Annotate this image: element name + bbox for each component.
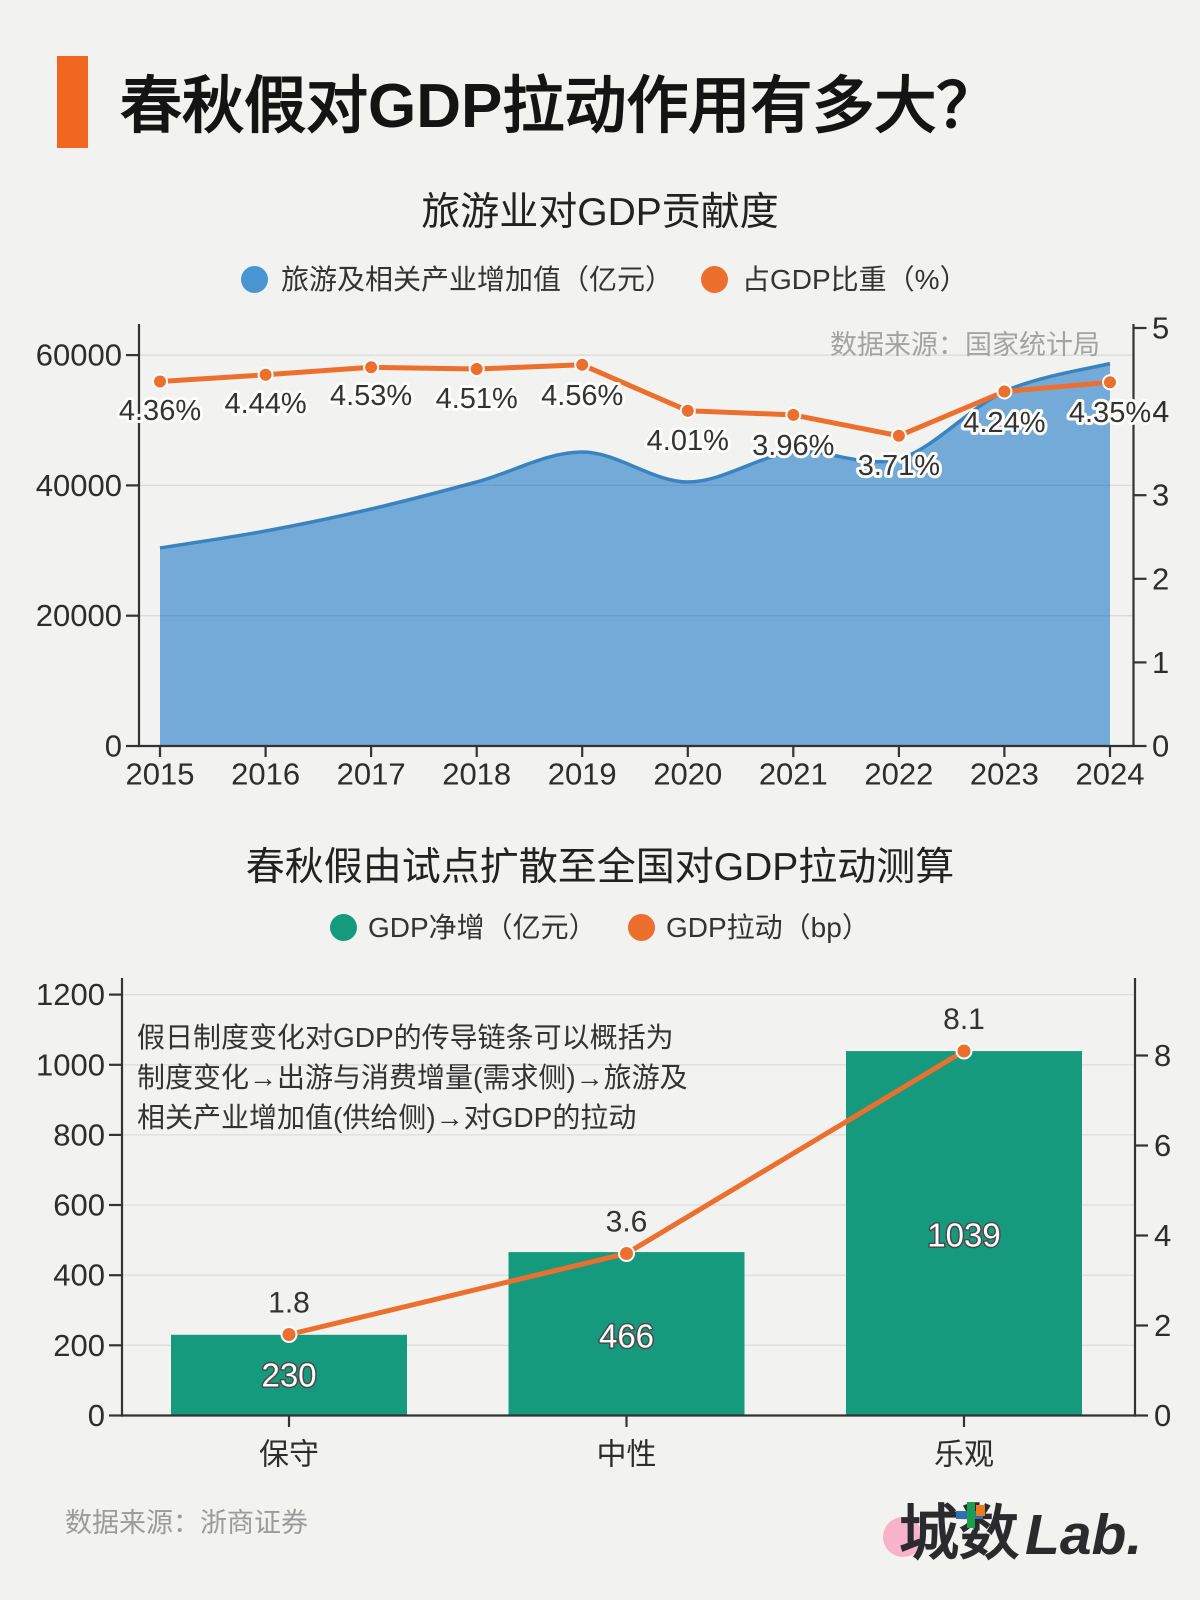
svg-text:2019: 2019 [548, 757, 617, 792]
svg-text:1039: 1039 [927, 1217, 1000, 1254]
svg-text:4: 4 [1154, 1218, 1171, 1253]
svg-text:4.35%: 4.35% [1069, 397, 1151, 429]
svg-text:600: 600 [53, 1188, 105, 1223]
svg-text:2: 2 [1152, 561, 1169, 596]
svg-text:2015: 2015 [126, 757, 195, 792]
svg-text:4.01%: 4.01% [647, 425, 729, 457]
svg-text:3.71%: 3.71% [858, 450, 940, 482]
svg-text:6: 6 [1154, 1128, 1171, 1163]
svg-text:4.51%: 4.51% [436, 383, 518, 415]
svg-text:466: 466 [599, 1318, 654, 1355]
svg-text:2016: 2016 [231, 757, 300, 792]
svg-text:数据来源：国家统计局: 数据来源：国家统计局 [830, 330, 1100, 360]
svg-text:1.8: 1.8 [268, 1287, 310, 1320]
svg-text:3.6: 3.6 [606, 1206, 648, 1239]
svg-text:5: 5 [1152, 311, 1169, 346]
svg-text:4.56%: 4.56% [541, 380, 623, 412]
svg-text:1: 1 [1152, 645, 1169, 680]
svg-text:200: 200 [53, 1328, 105, 1363]
svg-text:2: 2 [1154, 1308, 1171, 1343]
svg-text:1000: 1000 [36, 1047, 105, 1082]
svg-text:8.1: 8.1 [943, 1003, 985, 1036]
svg-text:60000: 60000 [36, 338, 122, 373]
svg-text:2022: 2022 [864, 757, 933, 792]
svg-text:40000: 40000 [36, 468, 122, 503]
svg-text:0: 0 [88, 1398, 105, 1433]
svg-text:相关产业增加值(供给侧)→对GDP的拉动: 相关产业增加值(供给侧)→对GDP的拉动 [137, 1102, 636, 1133]
svg-text:4.24%: 4.24% [963, 407, 1045, 439]
svg-text:230: 230 [261, 1357, 316, 1394]
svg-text:4.53%: 4.53% [330, 380, 412, 412]
svg-text:保守: 保守 [259, 1439, 319, 1472]
svg-text:800: 800 [53, 1117, 105, 1152]
svg-text:0: 0 [1152, 729, 1169, 764]
svg-text:4.36%: 4.36% [119, 395, 201, 427]
svg-text:2017: 2017 [337, 757, 406, 792]
svg-text:3.96%: 3.96% [752, 430, 834, 462]
svg-text:4: 4 [1152, 394, 1169, 429]
svg-text:乐观: 乐观 [934, 1439, 994, 1472]
svg-text:制度变化→出游与消费增量(需求侧)→旅游及: 制度变化→出游与消费增量(需求侧)→旅游及 [137, 1062, 688, 1093]
svg-text:0: 0 [105, 729, 122, 764]
svg-text:2018: 2018 [442, 757, 511, 792]
svg-text:0: 0 [1154, 1398, 1171, 1433]
svg-text:2024: 2024 [1076, 757, 1145, 792]
svg-text:1200: 1200 [36, 977, 105, 1012]
svg-text:400: 400 [53, 1258, 105, 1293]
svg-text:8: 8 [1154, 1038, 1171, 1073]
svg-text:3: 3 [1152, 478, 1169, 513]
svg-text:2021: 2021 [759, 757, 828, 792]
svg-text:4.44%: 4.44% [224, 388, 306, 420]
svg-text:20000: 20000 [36, 598, 122, 633]
svg-text:2023: 2023 [970, 757, 1039, 792]
svg-text:中性: 中性 [597, 1439, 657, 1472]
svg-text:假日制度变化对GDP的传导链条可以概括为: 假日制度变化对GDP的传导链条可以概括为 [137, 1022, 674, 1053]
svg-text:2020: 2020 [653, 757, 722, 792]
